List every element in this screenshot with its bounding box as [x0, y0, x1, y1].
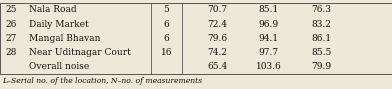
Text: 27: 27	[6, 34, 17, 43]
Text: 5: 5	[164, 5, 169, 14]
Text: 28: 28	[6, 48, 17, 57]
Text: 74.2: 74.2	[207, 48, 228, 57]
Text: 103.6: 103.6	[256, 62, 281, 71]
Bar	[0, 3, 392, 74]
Text: Overall noise: Overall noise	[29, 62, 90, 71]
Text: 97.7: 97.7	[258, 48, 279, 57]
Text: 70.7: 70.7	[207, 5, 228, 14]
Text: 65.4: 65.4	[207, 62, 228, 71]
Text: 76.3: 76.3	[311, 5, 332, 14]
Text: Mangal Bhavan: Mangal Bhavan	[29, 34, 101, 43]
Text: 25: 25	[6, 5, 17, 14]
Text: 16: 16	[161, 48, 172, 57]
Text: 6: 6	[164, 19, 169, 29]
Text: 79.9: 79.9	[311, 62, 332, 71]
Text: L–Serial no. of the location, N–no. of measurements: L–Serial no. of the location, N–no. of m…	[2, 77, 202, 85]
Text: 83.2: 83.2	[312, 19, 331, 29]
Text: 26: 26	[6, 19, 17, 29]
Text: Near Uditnagar Court: Near Uditnagar Court	[29, 48, 131, 57]
Text: 85.5: 85.5	[311, 48, 332, 57]
Text: 6: 6	[164, 34, 169, 43]
Text: 96.9: 96.9	[258, 19, 279, 29]
Text: 85.1: 85.1	[258, 5, 279, 14]
Text: 79.6: 79.6	[207, 34, 228, 43]
Text: Daily Market: Daily Market	[29, 19, 89, 29]
Text: Nala Road: Nala Road	[29, 5, 77, 14]
Text: 94.1: 94.1	[258, 34, 279, 43]
Text: 72.4: 72.4	[207, 19, 228, 29]
Text: 86.1: 86.1	[311, 34, 332, 43]
